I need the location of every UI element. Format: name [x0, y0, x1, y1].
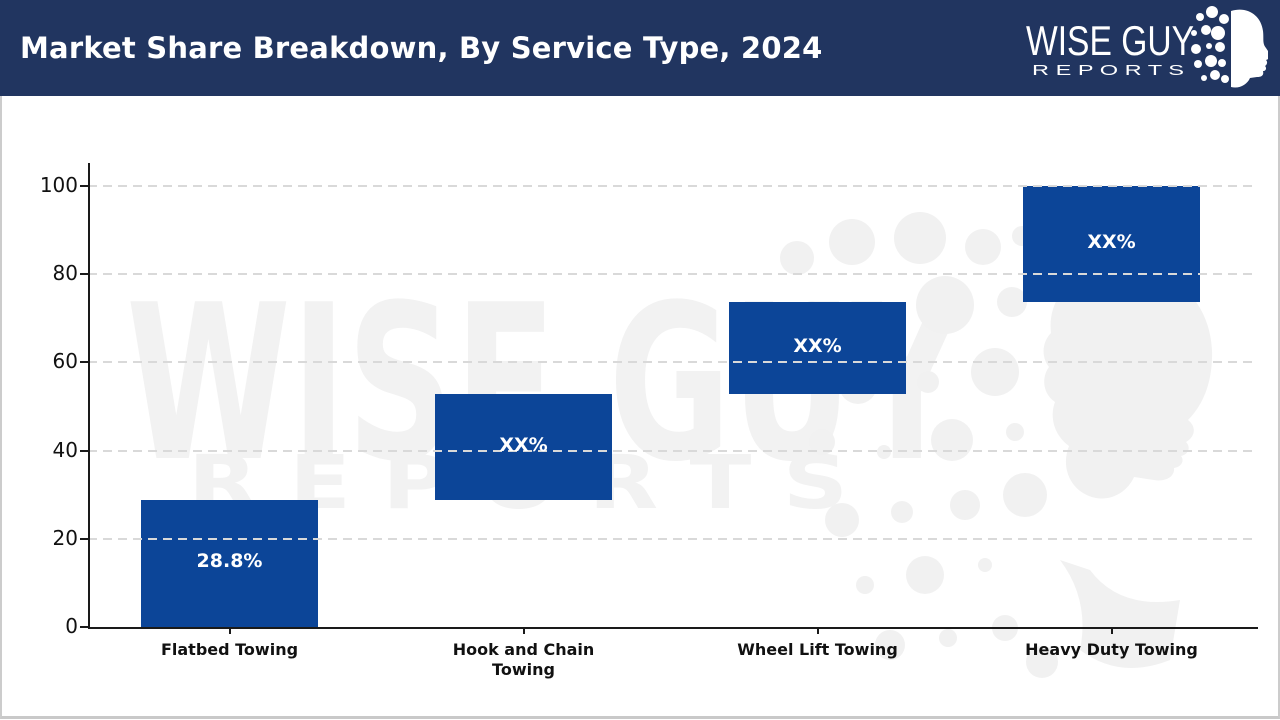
y-tick-label-40: 40: [52, 437, 78, 462]
gridline-100: [88, 185, 1256, 187]
x-tick-0: [228, 627, 231, 634]
wiseguy-logo: WISE GUY R E P O R T S: [1026, 6, 1268, 88]
header-bar: Market Share Breakdown, By Service Type,…: [0, 0, 1280, 96]
page-title: Market Share Breakdown, By Service Type,…: [20, 31, 823, 65]
y-tick-label-0: 0: [65, 614, 78, 638]
logo-face-icon: [1191, 6, 1268, 88]
y-tick-label-20: 20: [52, 525, 78, 550]
y-tick-60: [80, 361, 88, 364]
y-tick-100: [80, 185, 88, 187]
y-tick-label-60: 60: [52, 349, 78, 374]
x-axis-spine: [88, 627, 1258, 629]
y-tick-0: [80, 626, 88, 628]
logo-wordmark: WISE GUY: [1026, 17, 1194, 64]
bar-0: [141, 499, 318, 627]
bar-1: [435, 394, 612, 500]
y-tick-40: [80, 449, 88, 452]
x-category-label-3: Heavy Duty Towing: [1025, 640, 1198, 659]
x-tick-2: [816, 627, 819, 634]
gridline-80: [88, 273, 1256, 276]
x-category-label-1: Hook and Chain Towing: [452, 640, 595, 679]
y-tick-label-80: 80: [52, 261, 78, 286]
x-category-label-0: Flatbed Towing: [160, 640, 299, 659]
bar-value-label-3: XX%: [1087, 230, 1136, 253]
bar-value-label-1: XX%: [499, 434, 548, 457]
gridline-20: [88, 537, 1256, 540]
y-axis-spine: [88, 163, 90, 629]
bar-value-label-0: 28.8%: [196, 550, 263, 573]
gridline-60: [88, 361, 1256, 364]
x-category-label-2: Wheel Lift Towing: [737, 640, 898, 659]
logo-reports: R E P O R T S: [1032, 62, 1184, 79]
x-tick-3: [1110, 627, 1113, 634]
gridline-40: [88, 449, 1256, 452]
y-tick-label-100: 100: [39, 173, 78, 197]
y-tick-80: [80, 273, 88, 276]
bar-value-label-2: XX%: [793, 334, 842, 357]
x-tick-1: [522, 627, 525, 634]
y-tick-20: [80, 537, 88, 540]
